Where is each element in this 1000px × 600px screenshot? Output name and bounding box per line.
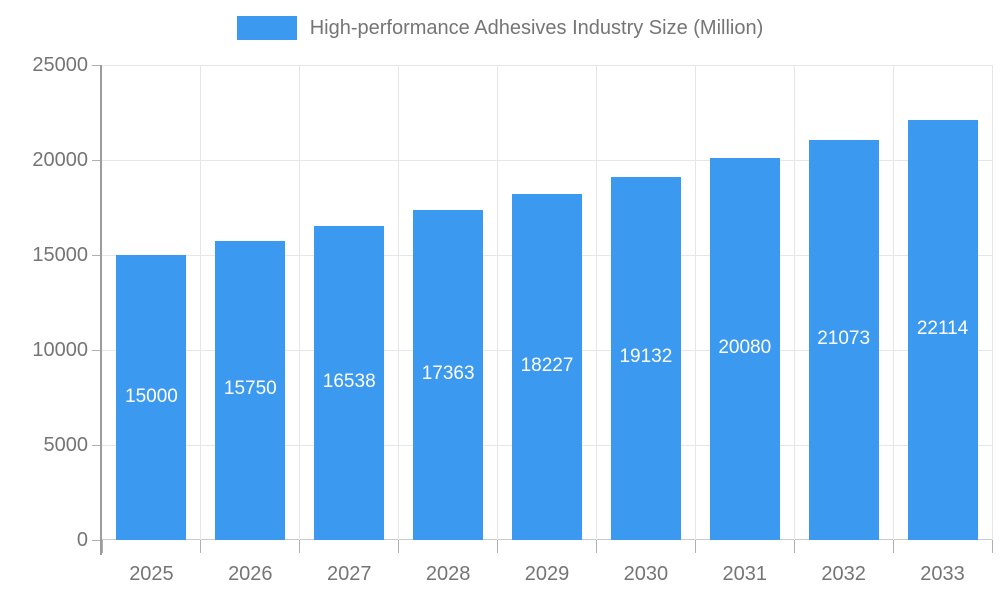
x-tick-mark: [991, 540, 993, 553]
gridline-vertical: [200, 65, 202, 540]
x-axis-tick-label: 2025: [129, 563, 174, 585]
gridline-vertical: [793, 65, 795, 540]
x-tick-mark: [497, 540, 499, 553]
legend-swatch-icon: [236, 16, 297, 40]
x-tick-mark: [398, 540, 400, 553]
bar[interactable]: 20080: [709, 158, 780, 540]
bar-value-label: 22114: [916, 317, 969, 339]
bar[interactable]: 21073: [808, 139, 879, 540]
x-axis-tick-label: 2026: [228, 563, 273, 585]
gridline-vertical: [595, 65, 597, 540]
x-axis-tick-label: 2031: [722, 563, 768, 585]
y-axis-tick-label: 10000: [32, 339, 88, 361]
gridline-horizontal: [102, 64, 992, 66]
gridline-vertical: [991, 65, 993, 540]
x-tick-mark: [299, 540, 301, 553]
legend-label: High-performance Adhesives Industry Size…: [309, 16, 764, 39]
x-tick-mark: [892, 540, 894, 553]
y-tick-mark: [92, 349, 102, 351]
x-axis: 2025 2026 2027 2028 2029 2030 2031 2032 2033: [102, 558, 992, 588]
bar[interactable]: 18227: [512, 193, 582, 540]
y-tick-mark: [92, 254, 102, 256]
x-axis-tick-label: 2028: [425, 563, 471, 585]
bar[interactable]: 15750: [215, 240, 286, 540]
x-tick-mark: [694, 540, 696, 553]
gridline-vertical: [398, 65, 400, 540]
bar-value-label: 19132: [619, 346, 673, 368]
gridline-vertical: [892, 65, 894, 540]
y-axis-tick-label: 20000: [32, 149, 88, 171]
x-axis-tick-label: 2030: [623, 563, 669, 585]
x-axis-tick-label: 2027: [326, 563, 372, 585]
bar-value-label: 21073: [817, 327, 871, 349]
bar-value-label: 15750: [223, 378, 277, 400]
y-axis: 0 5000 10000 15000 20000 25000: [0, 54, 102, 551]
bar-value-label: 15000: [125, 385, 178, 407]
x-tick-mark: [200, 540, 202, 553]
y-axis-tick-label: 15000: [32, 244, 88, 266]
x-tick-mark: [595, 540, 597, 553]
x-tick-mark: [793, 540, 795, 553]
bar[interactable]: 17363: [413, 210, 484, 540]
x-axis-tick-label: 2033: [920, 563, 965, 585]
y-tick-mark: [92, 159, 102, 161]
bar[interactable]: 22114: [907, 119, 978, 540]
x-axis-tick-label: 2032: [821, 563, 866, 585]
legend[interactable]: High-performance Adhesives Industry Size…: [0, 16, 1000, 40]
bar[interactable]: 19132: [610, 176, 681, 540]
y-axis-tick-label: 5000: [43, 434, 89, 456]
gridline-vertical: [497, 65, 499, 540]
y-axis-line: [100, 65, 102, 555]
bar-value-label: 20080: [718, 337, 772, 359]
y-axis-tick-label: 25000: [32, 54, 88, 76]
bar-value-label: 18227: [520, 354, 574, 376]
plot-area: 15000 15750 16538 17363 18227 19132 20080 21073…: [100, 64, 993, 555]
bar[interactable]: 16538: [314, 225, 385, 540]
gridline-vertical: [694, 65, 696, 540]
y-tick-mark: [92, 539, 102, 541]
bar-value-label: 17363: [421, 363, 475, 385]
gridline-vertical: [299, 65, 301, 540]
x-tick-mark: [101, 540, 103, 553]
y-axis-tick-label: 0: [76, 529, 88, 551]
y-tick-mark: [92, 64, 102, 66]
bar[interactable]: 15000: [116, 255, 187, 540]
y-tick-mark: [92, 444, 102, 446]
bar-value-label: 16538: [322, 370, 376, 392]
x-axis-tick-label: 2029: [524, 563, 570, 585]
